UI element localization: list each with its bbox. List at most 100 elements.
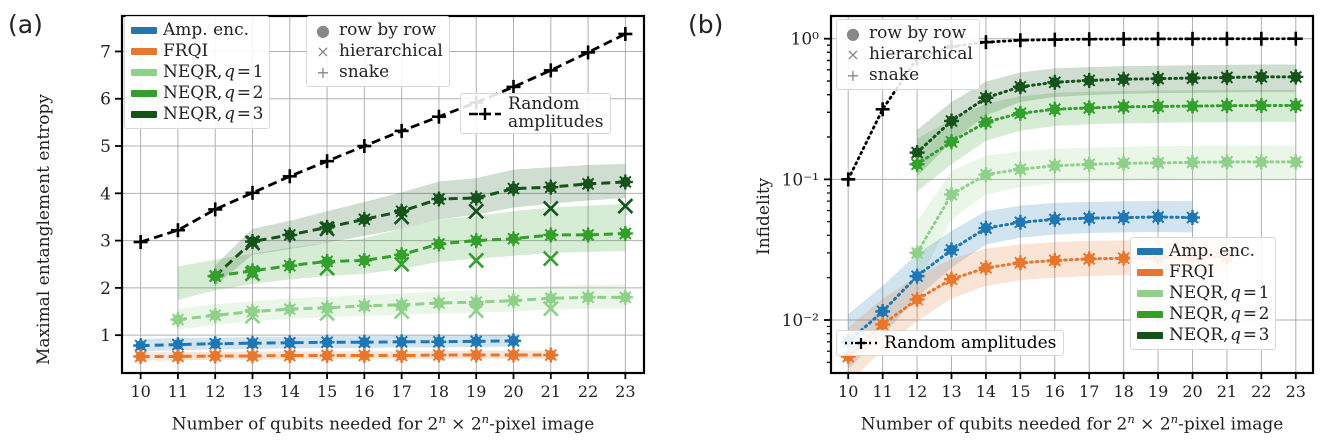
svg-text:2: 2 xyxy=(100,279,111,299)
legend-item-frqi: FRQI xyxy=(131,41,263,62)
legend-label: NEQR, q = 3 xyxy=(163,104,264,125)
panel-b-legend-random: Random amplitudes xyxy=(836,330,1065,356)
svg-text:10: 10 xyxy=(130,382,150,401)
svg-text:11: 11 xyxy=(168,382,188,401)
legend-item-snake: + snake xyxy=(843,65,973,86)
legend-item-neqr-q3: NEQR, q = 3 xyxy=(1137,325,1269,346)
svg-text:22: 22 xyxy=(578,382,598,401)
legend-label: NEQR, q = 1 xyxy=(1169,283,1270,304)
panel-a-ylabel: Maximal entanglement entropy xyxy=(34,93,54,365)
svg-text:18: 18 xyxy=(429,382,449,401)
legend-item-row-by-row: ● row by row xyxy=(843,23,973,44)
svg-text:3: 3 xyxy=(100,232,111,252)
legend-label: FRQI xyxy=(163,41,209,62)
legend-label-random-2: amplitudes xyxy=(508,111,604,132)
svg-text:10⁻²: 10⁻² xyxy=(782,311,819,331)
legend-item-amp-enc: Amp. enc. xyxy=(1137,241,1269,262)
svg-text:21: 21 xyxy=(541,382,561,401)
svg-text:23: 23 xyxy=(1286,382,1306,401)
svg-text:21: 21 xyxy=(1217,382,1237,401)
svg-text:16: 16 xyxy=(354,382,374,401)
circle-marker-icon: ● xyxy=(316,20,330,40)
svg-text:4: 4 xyxy=(100,184,111,204)
svg-text:20: 20 xyxy=(1182,382,1202,401)
svg-text:5: 5 xyxy=(100,137,111,157)
legend-label: Amp. enc. xyxy=(163,20,250,41)
color-swatch xyxy=(131,69,157,76)
svg-text:10: 10 xyxy=(838,382,858,401)
svg-text:15: 15 xyxy=(317,382,337,401)
color-swatch xyxy=(131,111,157,118)
svg-text:7: 7 xyxy=(100,42,111,62)
panel-b-ylabel: Infidelity xyxy=(754,177,774,255)
svg-text:10⁰: 10⁰ xyxy=(791,30,820,50)
svg-text:17: 17 xyxy=(391,382,411,401)
legend-label: hierarchical xyxy=(869,44,973,65)
legend-label: snake xyxy=(339,62,390,83)
legend-item-snake: + snake xyxy=(313,62,443,83)
random-line-sample-icon xyxy=(845,338,877,349)
color-swatch xyxy=(1137,248,1163,255)
cross-marker-icon: × xyxy=(846,44,860,64)
panel-a-xlabel: Number of qubits needed for 2n × 2n-pixe… xyxy=(171,412,595,435)
plus-marker-icon: + xyxy=(316,62,330,82)
color-swatch xyxy=(131,48,157,55)
legend-label: NEQR, q = 2 xyxy=(1169,304,1270,325)
svg-text:10⁻¹: 10⁻¹ xyxy=(782,170,819,190)
panel-b-xlabel: Number of qubits needed for 2n × 2n-pixe… xyxy=(860,412,1284,435)
svg-text:22: 22 xyxy=(1251,382,1271,401)
legend-label: hierarchical xyxy=(339,41,443,62)
legend-label: snake xyxy=(869,65,920,86)
legend-item-amp-enc: Amp. enc. xyxy=(131,20,263,41)
color-swatch xyxy=(1137,269,1163,276)
legend-item-hierarchical: × hierarchical xyxy=(313,41,443,62)
legend-item-frqi: FRQI xyxy=(1137,262,1269,283)
panel-b-legend-encodings: Amp. enc. FRQI NEQR, q = 1 NEQR, q = 2 N… xyxy=(1130,237,1277,350)
legend-item-neqr-q2: NEQR, q = 2 xyxy=(1137,304,1269,325)
panel-a-legend-encodings: Amp. enc. FRQI NEQR, q = 1 NEQR, q = 2 N… xyxy=(124,16,271,129)
legend-item-row-by-row: ● row by row xyxy=(313,20,443,41)
svg-text:18: 18 xyxy=(1113,382,1133,401)
svg-text:6: 6 xyxy=(100,90,111,110)
svg-text:14: 14 xyxy=(280,382,300,401)
legend-item-hierarchical: × hierarchical xyxy=(843,44,973,65)
svg-text:15: 15 xyxy=(1010,382,1030,401)
legend-item-neqr-q2: NEQR, q = 2 xyxy=(131,83,263,104)
panel-a-tag: (a) xyxy=(8,10,43,39)
legend-label: NEQR, q = 3 xyxy=(1169,325,1270,346)
legend-label: Amp. enc. xyxy=(1169,241,1256,262)
legend-label-random: Random amplitudes xyxy=(884,333,1057,353)
panel-a-legend-random: Random amplitudes xyxy=(460,93,612,135)
svg-text:13: 13 xyxy=(941,382,961,401)
legend-item-neqr-q3: NEQR, q = 3 xyxy=(131,104,263,125)
svg-text:20: 20 xyxy=(503,382,523,401)
legend-label: FRQI xyxy=(1169,262,1215,283)
legend-label: NEQR, q = 2 xyxy=(163,83,264,104)
color-swatch xyxy=(1137,332,1163,339)
svg-text:14: 14 xyxy=(976,382,996,401)
cross-marker-icon: × xyxy=(316,41,330,61)
legend-label: row by row xyxy=(339,20,437,41)
legend-label: NEQR, q = 1 xyxy=(163,62,264,83)
plus-marker-icon: + xyxy=(846,65,860,85)
svg-text:13: 13 xyxy=(242,382,262,401)
color-swatch xyxy=(131,27,157,34)
legend-item-neqr-q1: NEQR, q = 1 xyxy=(131,62,263,83)
svg-text:12: 12 xyxy=(907,382,927,401)
svg-text:16: 16 xyxy=(1045,382,1065,401)
panel-b-legend-orderings: ● row by row × hierarchical + snake xyxy=(836,19,980,90)
svg-text:17: 17 xyxy=(1079,382,1099,401)
svg-text:23: 23 xyxy=(615,382,635,401)
legend-item-neqr-q1: NEQR, q = 1 xyxy=(1137,283,1269,304)
color-swatch xyxy=(131,90,157,97)
panel-a-legend-orderings: ● row by row × hierarchical + snake xyxy=(306,16,450,87)
svg-text:11: 11 xyxy=(872,382,892,401)
svg-text:12: 12 xyxy=(205,382,225,401)
color-swatch xyxy=(1137,290,1163,297)
random-line-sample-icon xyxy=(469,107,501,120)
legend-label-random-1: Random xyxy=(508,94,580,114)
circle-marker-icon: ● xyxy=(846,23,860,43)
panel-b-tag: (b) xyxy=(688,10,724,39)
svg-text:19: 19 xyxy=(466,382,486,401)
